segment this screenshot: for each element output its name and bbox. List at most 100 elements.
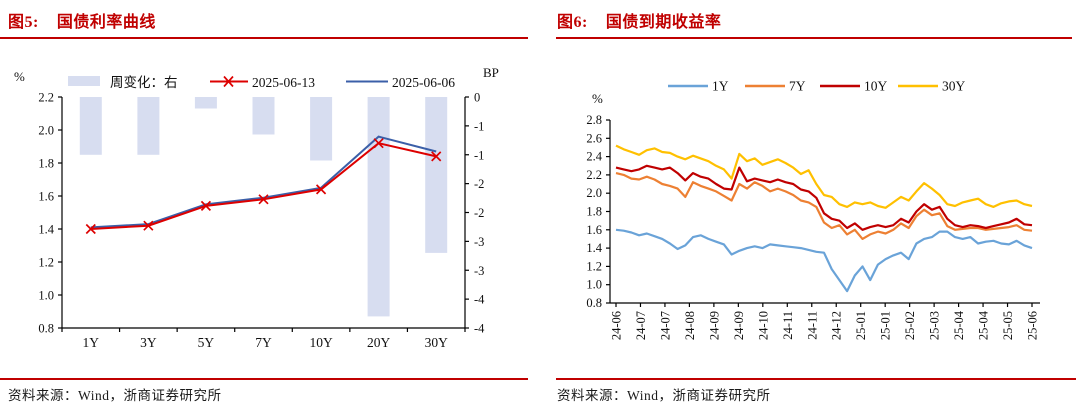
- x-axis-tick-label: 25-02: [903, 311, 917, 340]
- x-axis-category-label: 10Y: [309, 335, 333, 350]
- y-axis-tick-label: 1.6: [586, 223, 602, 237]
- right-axis-tick-label: -3: [474, 235, 484, 249]
- x-marker: [85, 223, 96, 235]
- x-axis-category-label: 30Y: [425, 335, 449, 350]
- weekly-change-bar: [367, 97, 390, 317]
- figure5-panel: 图5: 国债利率曲线 2.2 2.0 1.8 1.6 1.4 1.2 1.0 0.8 0 -1 -1 -…: [0, 14, 528, 403]
- figure6-title-text: 国债到期收益率: [605, 14, 722, 31]
- yield-curve-chart: 2.2 2.0 1.8 1.6 1.4 1.2 1.0 0.8 0 -1 -1 -2 -2 -3 -3 -4 -…: [14, 65, 499, 350]
- y-axis-tick-label: 0.8: [586, 296, 602, 310]
- left-axis-tick-label: 2.2: [38, 91, 54, 105]
- x-axis-category-label: 3Y: [140, 335, 157, 350]
- x-marker: [315, 184, 327, 195]
- x-axis-tick-label: 25-04: [952, 310, 966, 340]
- y-axis-tick-label: 2.0: [586, 186, 602, 200]
- figure5-label: 图5:: [8, 14, 39, 31]
- series-line-1y: [615, 228, 1033, 293]
- right-axis-tick-label: -1: [474, 119, 484, 133]
- y-axis-tick-label: 2.8: [586, 113, 602, 127]
- figure5-source-rule: [0, 378, 528, 380]
- legend: 周变化：右 2025-06-13 2025-06-06: [68, 75, 455, 90]
- left-axis-tick-label: 1.0: [38, 289, 54, 303]
- right-axis-tick-label: -2: [474, 206, 484, 220]
- weekly-change-bar: [79, 97, 102, 155]
- x-marker: [373, 138, 384, 149]
- ytm-chart: 2.8 2.6 2.4 2.2 2.0 1.8 1.6 1.4 1.2 1.0 0.8 24-06 24…: [586, 79, 1040, 340]
- right-axis-tick-label: 0: [474, 91, 480, 105]
- x-axis-category-label: 1Y: [83, 335, 100, 350]
- x-axis-category-label: 5Y: [198, 335, 215, 350]
- weekly-change-bar: [194, 97, 217, 109]
- x-marker-group: [85, 138, 442, 235]
- legend-x-marker-icon: [223, 75, 234, 88]
- x-axis-tick-label: 25-04: [977, 310, 991, 340]
- x-axis-tick-label: 25-03: [928, 311, 942, 340]
- legend-label-1y: 1Y: [712, 79, 729, 94]
- y-axis-tick-label: 2.4: [586, 150, 602, 164]
- right-axis-tick-label: -3: [474, 264, 484, 278]
- legend-bar-swatch-icon: [68, 76, 100, 86]
- left-axis-tick-label: 0.8: [38, 322, 54, 336]
- y-axis-tick-label: 1.8: [586, 205, 602, 219]
- y-axis-tick-label: 2.2: [586, 168, 602, 182]
- x-axis-tick-label: 24-12: [830, 311, 844, 340]
- weekly-change-bar: [425, 97, 448, 253]
- weekly-change-bars: [79, 97, 448, 317]
- x-axis-tick-label: 24-11: [781, 311, 795, 340]
- right-axis-tick-label: -1: [474, 148, 484, 162]
- figure5-title-text: 国债利率曲线: [56, 14, 156, 31]
- axes: [58, 96, 469, 332]
- x-axis-tick-label: 24-06: [610, 311, 624, 340]
- x-axis-tick-label: 24-09: [732, 311, 746, 340]
- left-axis-unit-label: %: [14, 69, 25, 84]
- legend-bar-label: 周变化：右: [110, 75, 178, 90]
- x-marker: [143, 220, 154, 231]
- legend-red-label: 2025-06-13: [252, 75, 315, 90]
- y-axis-tick-label: 2.6: [586, 131, 602, 145]
- series-line-10y: [615, 164, 1033, 231]
- weekly-change-bar: [310, 97, 333, 161]
- legend-label-30y: 30Y: [942, 79, 966, 94]
- figure6-panel: 图6: 国债到期收益率 2.8 2.6 2.4 2.2 2.0 1.8 1.6 1.4 1.2 1.…: [540, 0, 1080, 413]
- figure6-source-rule: [556, 378, 1076, 380]
- series-line-7y: [615, 172, 1033, 240]
- y-axis-tick-label: 1.4: [586, 241, 602, 255]
- x-axis-category-label: 7Y: [255, 335, 272, 350]
- x-axis-category-label: 20Y: [367, 335, 391, 350]
- axes: [606, 119, 1040, 307]
- left-axis-tick-label: 1.6: [38, 190, 54, 204]
- x-axis-tick-label: 25-05: [1001, 311, 1015, 340]
- figure6-label: 图6:: [557, 14, 588, 31]
- x-marker: [431, 151, 442, 162]
- figure6-title: 图6: 国债到期收益率: [557, 8, 721, 32]
- x-axis-tick-label: 24-11: [805, 311, 819, 340]
- left-axis-tick-label: 1.8: [38, 157, 54, 171]
- right-axis-tick-label: -2: [474, 177, 484, 191]
- x-axis-tick-label: 24-10: [756, 311, 770, 340]
- left-axis-tick-label: 1.4: [38, 223, 54, 237]
- x-marker: [258, 194, 269, 205]
- legend-label-7y: 7Y: [789, 79, 806, 94]
- x-axis-tick-label: 25-01: [879, 311, 893, 340]
- legend: 1Y 7Y 10Y 30Y: [668, 79, 966, 94]
- y-axis-tick-label: 1.2: [586, 259, 602, 273]
- figure6-source: 资料来源：Wind，浙商证券研究所: [557, 388, 771, 403]
- left-axis-tick-label: 1.2: [38, 256, 54, 270]
- x-axis-tick-label: 25-01: [854, 311, 868, 340]
- left-axis-tick-label: 2.0: [38, 124, 54, 138]
- x-axis-tick-label: 24-08: [683, 311, 697, 340]
- x-axis-tick-label: 24-07: [634, 311, 648, 340]
- figure5-source: 资料来源：Wind，浙商证券研究所: [8, 388, 222, 403]
- x-axis-tick-label: 25-06: [1026, 311, 1040, 340]
- weekly-change-bar: [252, 97, 275, 135]
- legend-label-10y: 10Y: [864, 79, 888, 94]
- right-axis-unit-label: BP: [483, 65, 499, 80]
- series-line-30y: [615, 144, 1033, 209]
- right-axis-tick-label: -4: [474, 293, 485, 307]
- x-axis-tick-label: 24-07: [658, 311, 672, 340]
- line-2025-06-06: [90, 135, 437, 229]
- legend-blue-label: 2025-06-06: [392, 75, 455, 90]
- x-marker: [200, 200, 212, 212]
- figure6-title-rule: [556, 37, 1072, 39]
- y-axis-unit-label: %: [592, 91, 603, 106]
